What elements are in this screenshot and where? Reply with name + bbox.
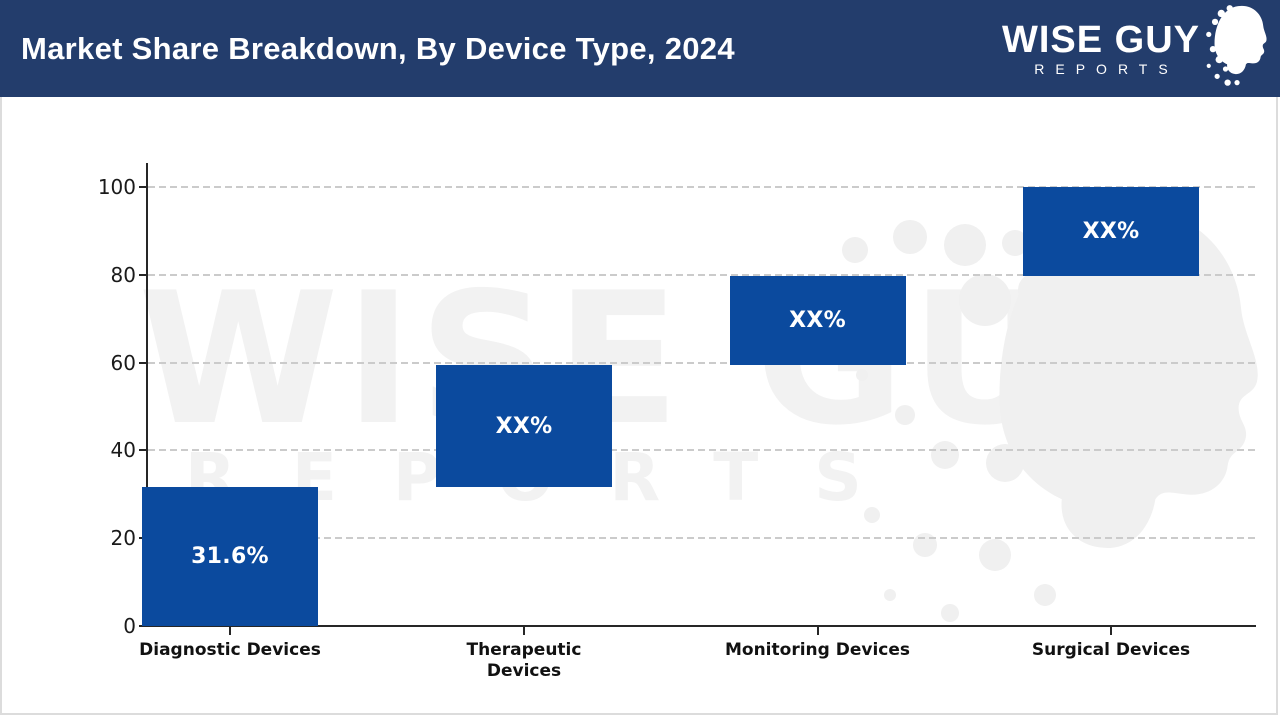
bar-surgical-devices: XX% [1023, 187, 1199, 277]
brand-logo: WISE GUY REPORTS [1002, 3, 1270, 95]
gridline-60 [148, 361, 1256, 364]
gridline-100 [148, 186, 1256, 188]
y-tick-mark-40 [139, 449, 146, 452]
y-axis-line [146, 163, 148, 627]
x-axis-label-surgical-devices: Surgical Devices [1031, 640, 1191, 660]
bar-diagnostic-devices: 31.6% [142, 487, 318, 626]
x-tick-mark-diagnostic-devices [229, 627, 231, 635]
bar-value-label-surgical-devices: XX% [1082, 219, 1140, 245]
y-tick-mark-80 [139, 273, 146, 276]
bar-therapeutic-devices: XX% [436, 364, 612, 488]
y-tick-mark-60 [139, 361, 146, 364]
bar-value-label-therapeutic-devices: XX% [495, 413, 553, 439]
page-title: Market Share Breakdown, By Device Type, … [21, 30, 735, 66]
gridline-20 [148, 537, 1256, 540]
x-axis-label-diagnostic-devices: Diagnostic Devices [139, 640, 321, 660]
y-tick-mark-0 [139, 625, 146, 627]
y-tick-label-0: 0 [123, 614, 136, 638]
brand-tagline: REPORTS [1034, 61, 1179, 77]
y-tick-label-100: 100 [97, 175, 136, 199]
x-tick-mark-surgical-devices [1110, 627, 1112, 635]
x-tick-mark-therapeutic-devices [523, 627, 525, 635]
y-tick-label-80: 80 [110, 262, 136, 287]
bar-monitoring-devices: XX% [729, 276, 906, 365]
gridline-40 [148, 449, 1256, 452]
brand-name: WISE GUY [1001, 19, 1200, 61]
brand-wordmark: WISE GUY REPORTS [1002, 21, 1200, 76]
y-tick-label-40: 40 [110, 438, 136, 463]
x-axis-label-monitoring-devices: Monitoring Devices [724, 640, 910, 660]
y-tick-label-20: 20 [110, 526, 136, 551]
bar-value-label-diagnostic-devices: 31.6% [191, 544, 269, 570]
logo-head-icon [1202, 3, 1270, 95]
gridline-80 [148, 273, 1256, 276]
y-tick-mark-100 [139, 186, 146, 188]
x-axis-label-therapeutic-devices: Therapeutic Devices [466, 640, 582, 682]
y-tick-label-60: 60 [110, 350, 136, 375]
header-bar: Market Share Breakdown, By Device Type, … [0, 0, 1280, 97]
x-tick-mark-monitoring-devices [816, 627, 819, 635]
x-axis-line [146, 625, 1256, 627]
watermark-head-icon [800, 205, 1270, 644]
bar-value-label-monitoring-devices: XX% [789, 307, 846, 333]
